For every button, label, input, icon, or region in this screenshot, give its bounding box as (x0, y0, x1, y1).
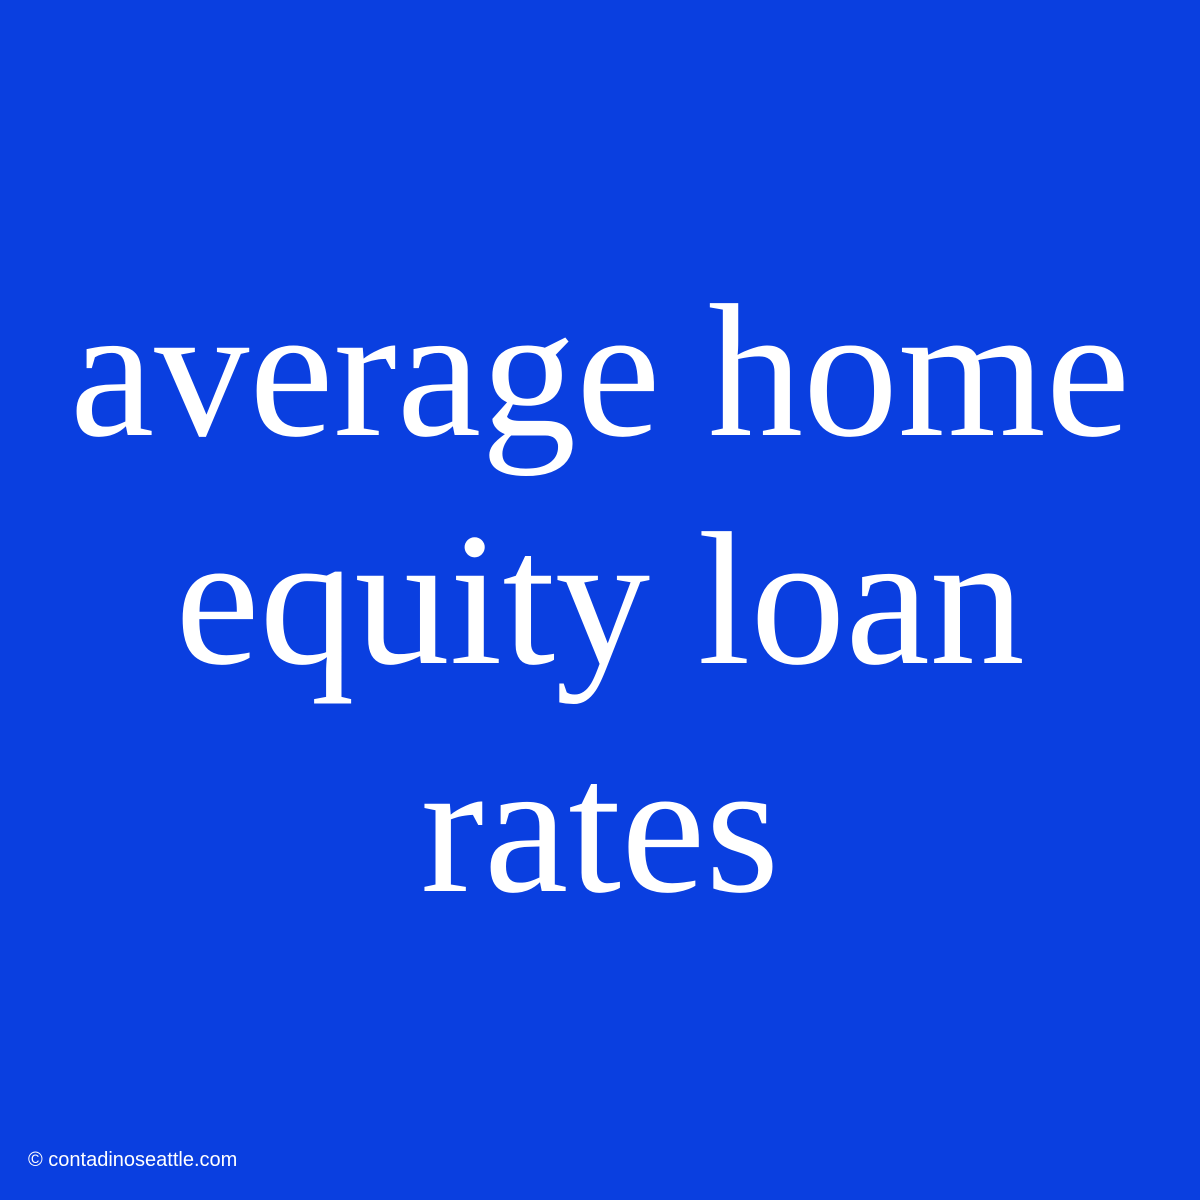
attribution-text: © contadinoseattle.com (28, 1149, 237, 1172)
main-heading-text: average home equity loan rates (0, 258, 1200, 942)
